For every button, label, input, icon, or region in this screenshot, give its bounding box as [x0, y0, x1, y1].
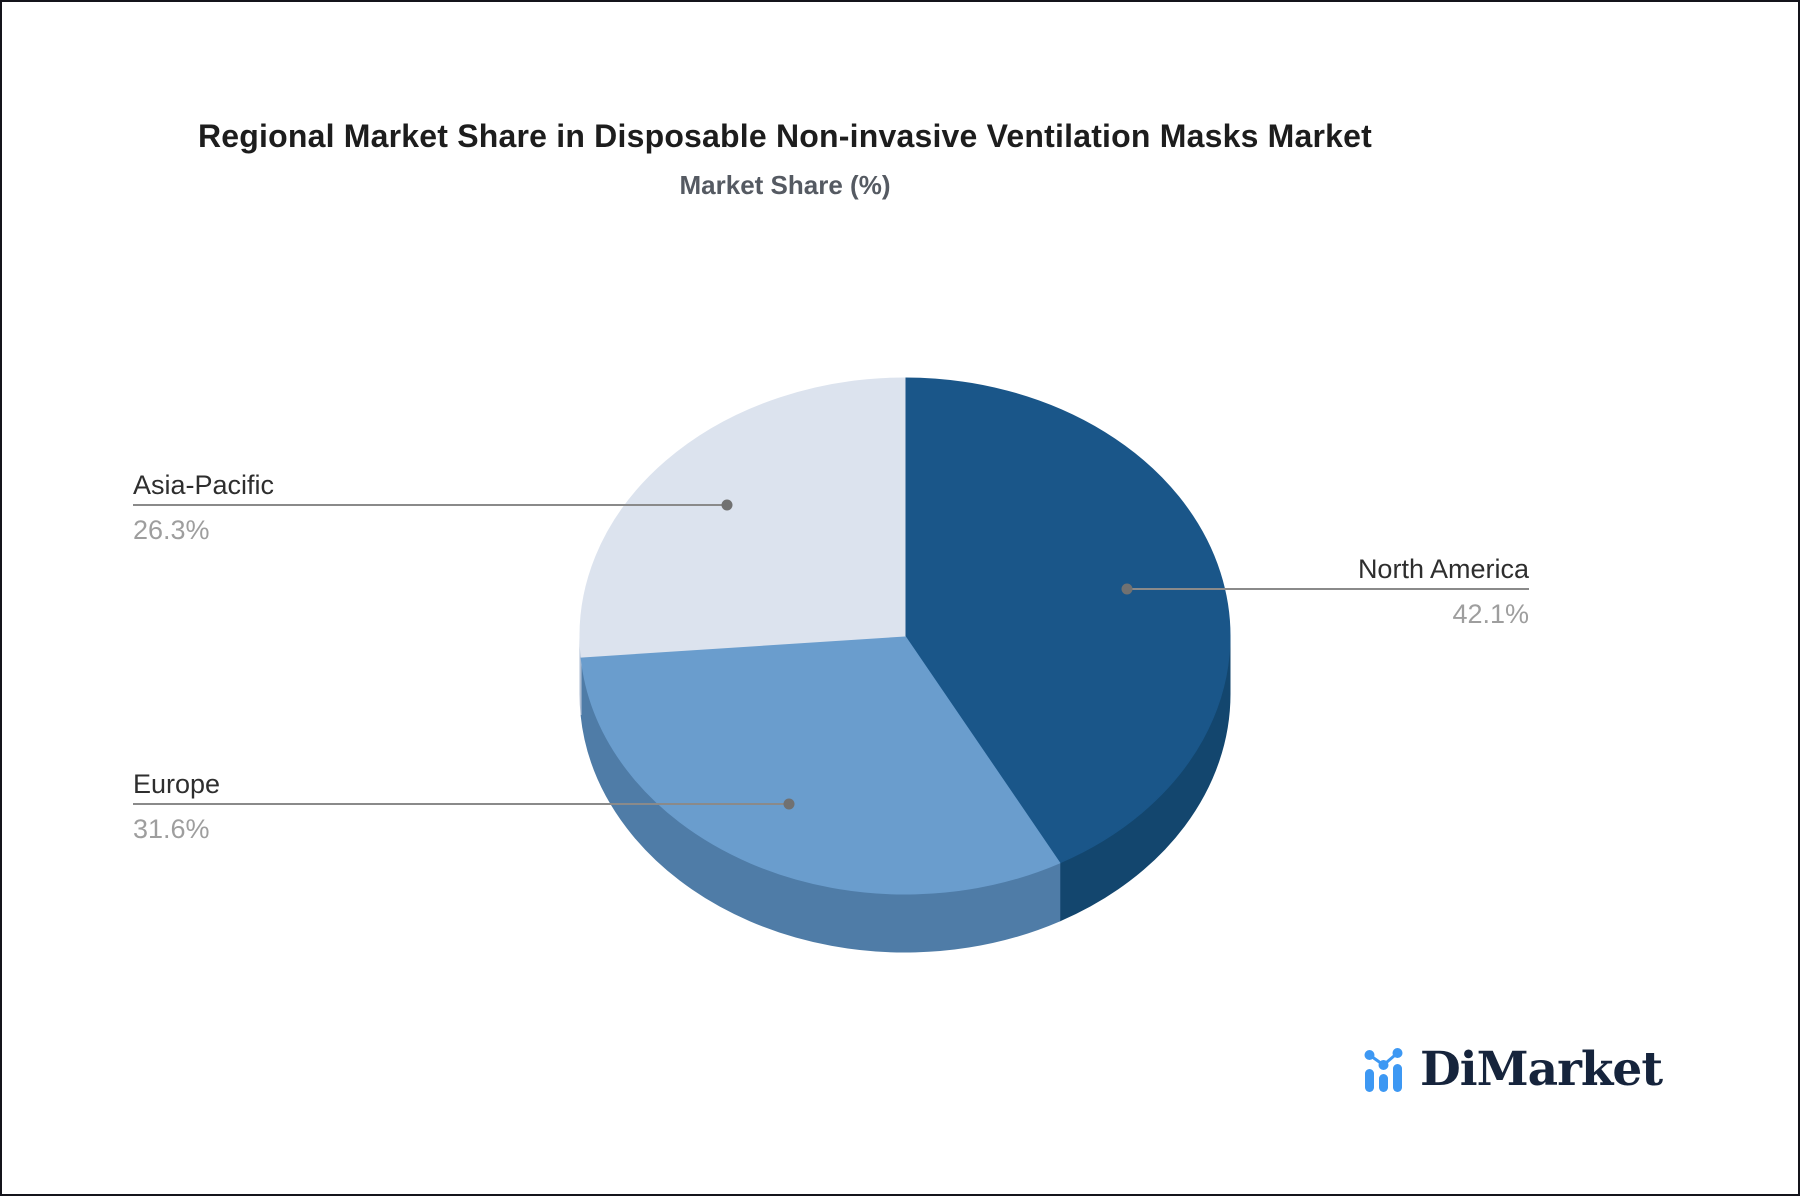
- slice-value-north-america: 42.1%: [1452, 599, 1529, 629]
- leader-dot-north-america: [1121, 583, 1133, 595]
- dimarket-logo: DiMarket: [1362, 1042, 1663, 1098]
- bar-line-chart-icon: [1364, 1048, 1403, 1092]
- slice-label-europe: Europe: [133, 769, 220, 799]
- slice-label-north-america: North America: [1358, 554, 1530, 584]
- leader-dot-europe: [783, 798, 795, 810]
- chart-title: Regional Market Share in Disposable Non-…: [197, 118, 1373, 154]
- slice-value-asia-pacific: 26.3%: [133, 515, 210, 545]
- chart-subtitle: Market Share (%): [679, 170, 891, 200]
- pie-slice-asia-pacific[interactable]: [579, 377, 906, 658]
- pie-slice-north-america[interactable]: [904, 377, 1231, 864]
- slice-label-asia-pacific: Asia-Pacific: [133, 470, 274, 500]
- pie-slice-europe[interactable]: [580, 635, 1061, 895]
- slice-value-europe: 31.6%: [133, 814, 210, 844]
- leader-dot-asia-pacific: [721, 499, 733, 511]
- brand-name: DiMarket: [1420, 1042, 1663, 1097]
